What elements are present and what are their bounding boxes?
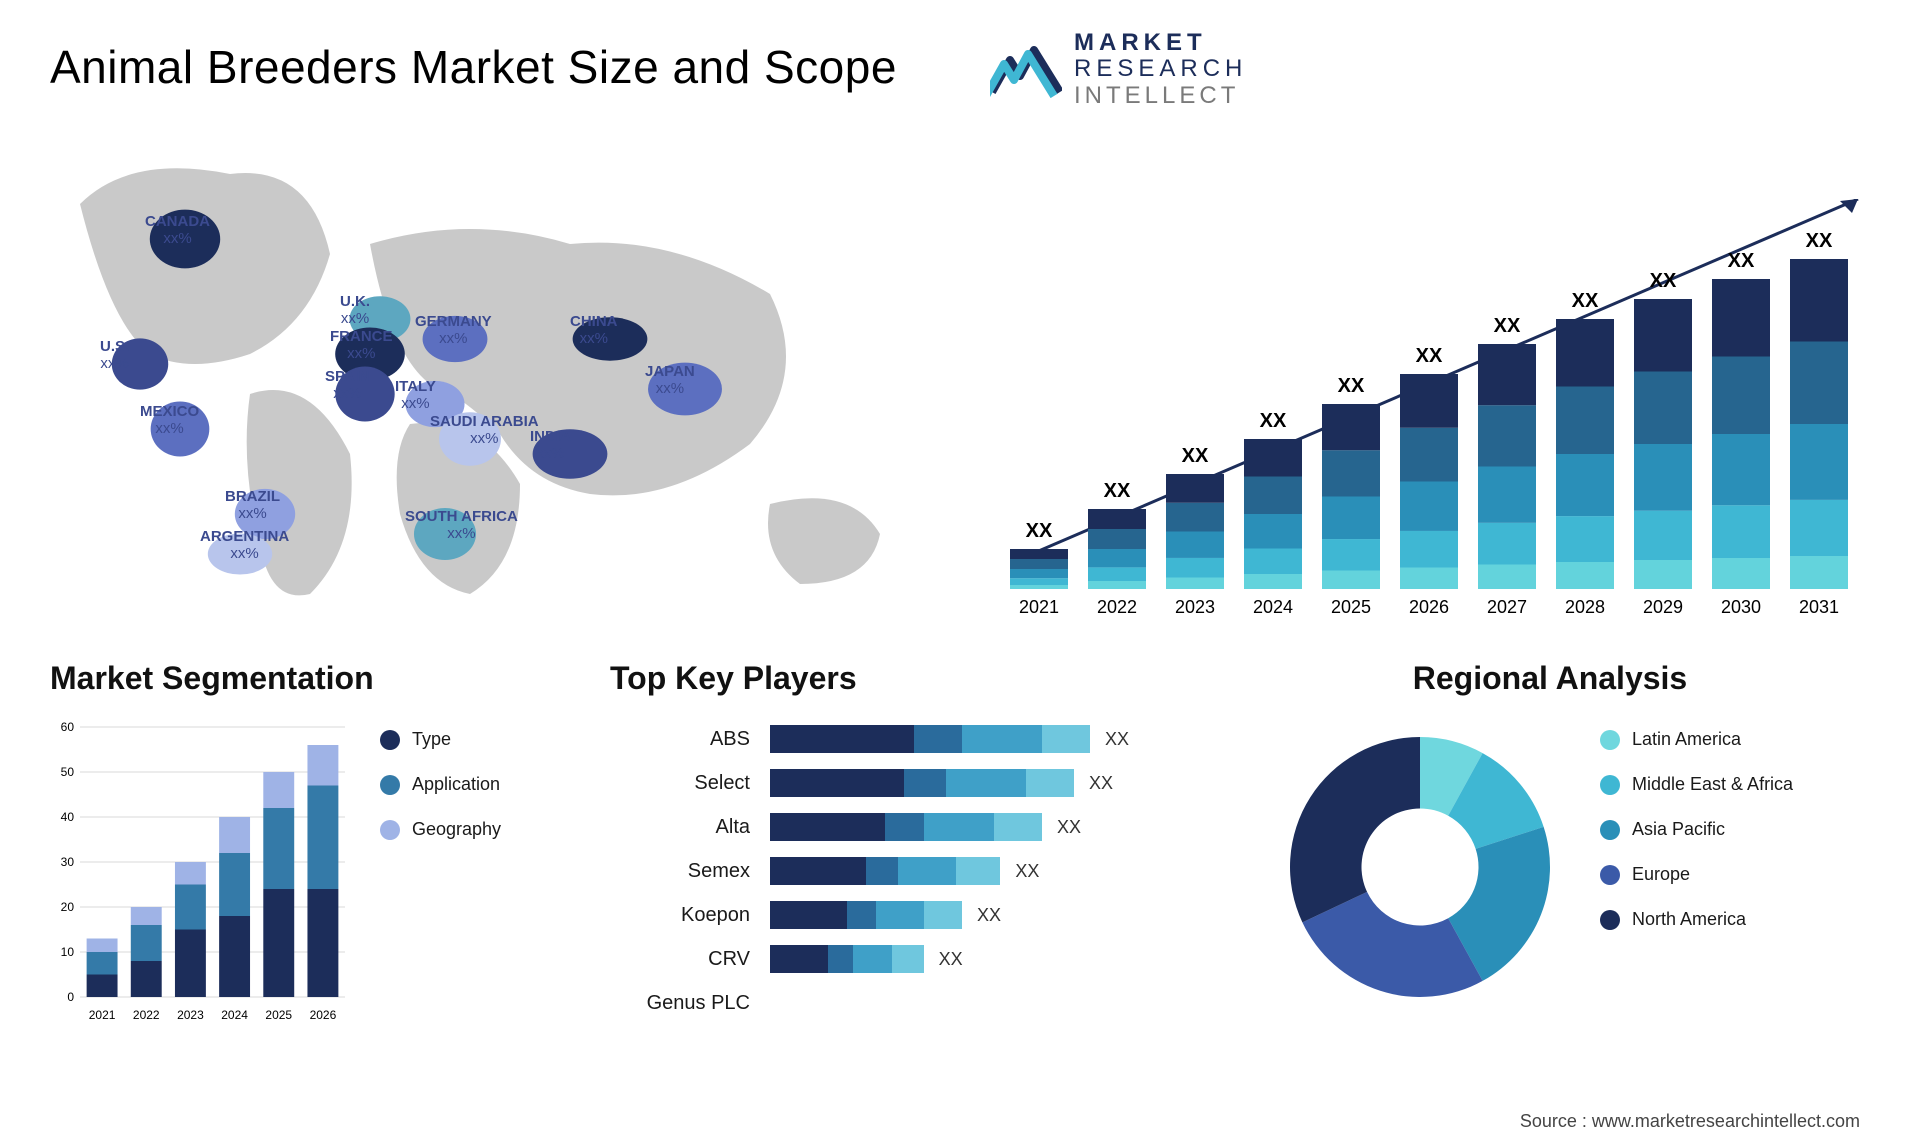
country-label-india: INDIAxx%	[530, 429, 571, 462]
svg-text:2031: 2031	[1799, 597, 1839, 617]
brand-logo: MARKET RESEARCH INTELLECT	[990, 30, 1870, 109]
svg-text:0: 0	[67, 990, 74, 1004]
svg-text:XX: XX	[1338, 375, 1365, 397]
country-label-south-africa: SOUTH AFRICAxx%	[405, 509, 518, 542]
country-label-france: FRANCExx%	[330, 329, 393, 362]
svg-text:20: 20	[61, 900, 75, 914]
svg-text:2027: 2027	[1487, 597, 1527, 617]
svg-text:2024: 2024	[221, 1008, 248, 1022]
logo-line1: MARKET	[1074, 30, 1247, 56]
player-name: Genus PLC	[610, 981, 750, 1025]
svg-text:2025: 2025	[265, 1008, 292, 1022]
svg-text:XX: XX	[1416, 345, 1443, 367]
svg-text:XX: XX	[1728, 250, 1755, 272]
legend-item: Middle East & Africa	[1600, 762, 1793, 807]
country-label-canada: CANADAxx%	[145, 214, 210, 247]
legend-item: Europe	[1600, 852, 1793, 897]
player-value: XX	[1015, 861, 1039, 882]
players-bars: XX XX XX XX XX XX	[770, 717, 1230, 981]
player-value: XX	[939, 949, 963, 970]
svg-text:2024: 2024	[1253, 597, 1293, 617]
segmentation-section: Market Segmentation 0 10 20 30 40 50 60 2021 202…	[50, 660, 570, 1080]
svg-text:50: 50	[61, 765, 75, 779]
country-label-spain: SPAINxx%	[325, 369, 370, 402]
player-bar-row: XX	[770, 805, 1230, 849]
player-value: XX	[1105, 729, 1129, 750]
svg-text:2021: 2021	[89, 1008, 116, 1022]
logo-line3: INTELLECT	[1074, 83, 1247, 109]
logo-line2: RESEARCH	[1074, 56, 1247, 82]
svg-text:2026: 2026	[310, 1008, 337, 1022]
players-list: ABSSelectAltaSemexKoeponCRVGenus PLC	[610, 717, 750, 1025]
country-label-japan: JAPANxx%	[645, 364, 695, 397]
svg-text:2022: 2022	[133, 1008, 160, 1022]
svg-text:XX: XX	[1260, 410, 1287, 432]
country-label-brazil: BRAZILxx%	[225, 489, 280, 522]
player-name: Select	[610, 761, 750, 805]
player-bar-row: XX	[770, 761, 1230, 805]
world-map: CANADAxx% U.S.xx% MEXICOxx% BRAZILxx% ARGENT…	[50, 124, 920, 624]
regional-legend: Latin AmericaMiddle East & AfricaAsia Pa…	[1600, 717, 1793, 942]
player-name: Alta	[610, 805, 750, 849]
svg-text:2030: 2030	[1721, 597, 1761, 617]
country-label-argentina: ARGENTINAxx%	[200, 529, 289, 562]
growth-svg: XX 2021 XX 2022 XX 2023 XX 2024 XX 2025 XX 2026 XX 20…	[990, 199, 1870, 639]
legend-item: Latin America	[1600, 717, 1793, 762]
player-value: XX	[977, 905, 1001, 926]
player-value: XX	[1089, 773, 1113, 794]
country-label-saudi-arabia: SAUDI ARABIAxx%	[430, 414, 539, 447]
svg-text:XX: XX	[1806, 230, 1833, 252]
regional-section: Regional Analysis Latin AmericaMiddle Ea…	[1270, 660, 1830, 1080]
player-name: Semex	[610, 849, 750, 893]
player-bar-row: XX	[770, 849, 1230, 893]
growth-chart: XX 2021 XX 2022 XX 2023 XX 2024 XX 2025 XX 2026 XX 20…	[990, 199, 1870, 699]
legend-item: Application	[380, 762, 501, 807]
svg-text:2023: 2023	[1175, 597, 1215, 617]
svg-text:XX: XX	[1182, 445, 1209, 467]
player-name: CRV	[610, 937, 750, 981]
country-label-china: CHINAxx%	[570, 314, 618, 347]
legend-item: North America	[1600, 897, 1793, 942]
page-title: Animal Breeders Market Size and Scope	[50, 40, 990, 94]
legend-item: Type	[380, 717, 501, 762]
map-svg	[50, 124, 920, 624]
svg-text:10: 10	[61, 945, 75, 959]
key-players-section: Top Key Players ABSSelectAltaSemexKoepon…	[610, 660, 1230, 1080]
player-name: Koepon	[610, 893, 750, 937]
svg-text:60: 60	[61, 720, 75, 734]
country-label-u-k-: U.K.xx%	[340, 294, 370, 327]
svg-text:2029: 2029	[1643, 597, 1683, 617]
player-value: XX	[1057, 817, 1081, 838]
segmentation-legend: TypeApplicationGeography	[380, 717, 501, 852]
svg-text:XX: XX	[1494, 315, 1521, 337]
svg-text:2025: 2025	[1331, 597, 1371, 617]
svg-text:2028: 2028	[1565, 597, 1605, 617]
segmentation-chart: 0 10 20 30 40 50 60 2021 2022 2023 2024 2025 2026	[50, 717, 350, 1027]
player-name: ABS	[610, 717, 750, 761]
segmentation-title: Market Segmentation	[50, 660, 570, 697]
logo-icon	[990, 42, 1062, 98]
source-footer: Source : www.marketresearchintellect.com	[1520, 1111, 1860, 1132]
player-bar-row: XX	[770, 937, 1230, 981]
svg-text:40: 40	[61, 810, 75, 824]
svg-text:XX: XX	[1026, 520, 1053, 542]
svg-text:XX: XX	[1104, 480, 1131, 502]
country-label-u-s-: U.S.xx%	[100, 339, 129, 372]
svg-text:2023: 2023	[177, 1008, 204, 1022]
legend-item: Geography	[380, 807, 501, 852]
country-label-italy: ITALYxx%	[395, 379, 436, 412]
player-bar-row: XX	[770, 717, 1230, 761]
svg-text:30: 30	[61, 855, 75, 869]
svg-text:XX: XX	[1572, 290, 1599, 312]
svg-text:2021: 2021	[1019, 597, 1059, 617]
player-bar-row: XX	[770, 893, 1230, 937]
regional-donut	[1270, 717, 1570, 1017]
svg-text:2022: 2022	[1097, 597, 1137, 617]
svg-text:2026: 2026	[1409, 597, 1449, 617]
country-label-germany: GERMANYxx%	[415, 314, 492, 347]
legend-item: Asia Pacific	[1600, 807, 1793, 852]
svg-text:XX: XX	[1650, 270, 1677, 292]
country-label-mexico: MEXICOxx%	[140, 404, 199, 437]
